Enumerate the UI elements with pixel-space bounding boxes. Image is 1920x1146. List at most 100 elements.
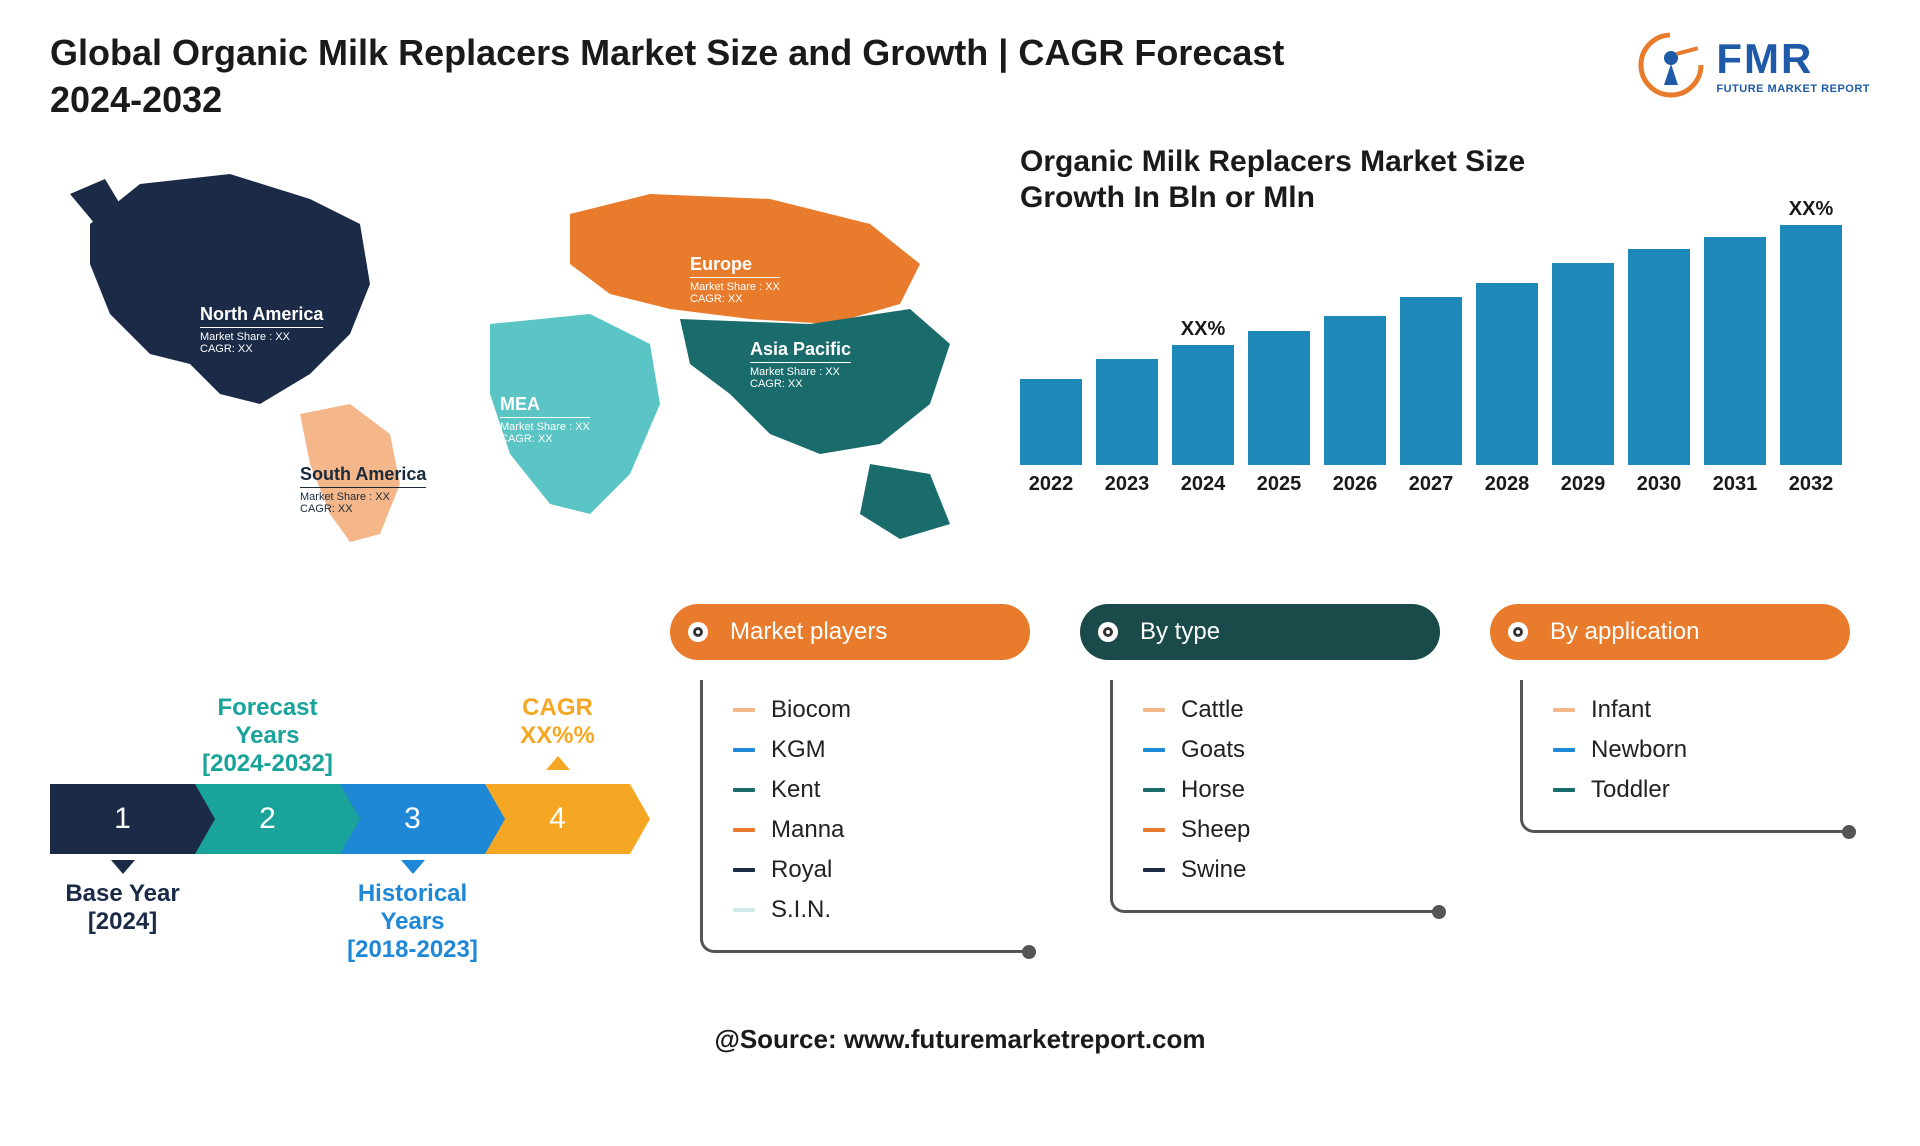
category-item: Biocom <box>733 690 1030 730</box>
category-item-label: Horse <box>1181 776 1245 804</box>
tick-icon <box>733 788 755 792</box>
bar-2022: 2022 <box>1020 379 1082 496</box>
category-item-label: Toddler <box>1591 776 1670 804</box>
bar-2031: 2031 <box>1704 237 1766 496</box>
category-by-application: By application Infant Newborn Toddler <box>1490 604 1850 953</box>
bar-year-label: 2031 <box>1713 473 1758 496</box>
category-item: KGM <box>733 730 1030 770</box>
timeline-seg-4: 4 <box>485 784 630 854</box>
bar-rect <box>1552 263 1614 465</box>
category-item: Horse <box>1143 770 1440 810</box>
bottom-section: Forecast Years[2024-2032] CAGRXX%% 1234 B… <box>50 604 1870 974</box>
category-item: Infant <box>1553 690 1850 730</box>
bullet-icon <box>1508 622 1528 642</box>
tick-icon <box>733 868 755 872</box>
bar-year-label: 2025 <box>1257 473 1302 496</box>
top-panels: North AmericaMarket Share : XXCAGR: XXSo… <box>50 144 1870 544</box>
bars-container: 2022 2023 XX% 2024 2025 2026 2027 2028 2029 2030 2… <box>1020 236 1870 496</box>
category-item-label: Cattle <box>1181 696 1244 724</box>
tick-icon <box>1143 868 1165 872</box>
timeline-seg-1: 1 <box>50 784 195 854</box>
category-item-label: Manna <box>771 816 844 844</box>
logo-sub: FUTURE MARKET REPORT <box>1716 83 1870 95</box>
bar-2023: 2023 <box>1096 359 1158 496</box>
bar-year-label: 2024 <box>1181 473 1226 496</box>
category-list: Infant Newborn Toddler <box>1520 680 1850 833</box>
bar-2026: 2026 <box>1324 316 1386 496</box>
timeline-seg-3: 3 <box>340 784 485 854</box>
chart-title: Organic Milk Replacers Market Size Growt… <box>1020 144 1550 216</box>
category-item: Goats <box>1143 730 1440 770</box>
category-list: Cattle Goats Horse Sheep Swine <box>1110 680 1440 913</box>
category-item: Toddler <box>1553 770 1850 810</box>
bar-rect <box>1020 379 1082 465</box>
bar-rect <box>1400 297 1462 465</box>
category-item-label: Swine <box>1181 856 1246 884</box>
timeline: Forecast Years[2024-2032]CAGRXX%% 1234 B… <box>50 604 630 974</box>
bar-rect <box>1324 316 1386 465</box>
region-label-north-america: North AmericaMarket Share : XXCAGR: XX <box>200 304 323 355</box>
bar-2027: 2027 <box>1400 297 1462 496</box>
timeline-label-cagr: CAGRXX%% <box>485 694 630 770</box>
tick-icon <box>1143 788 1165 792</box>
category-item: Manna <box>733 810 1030 850</box>
category-header-label: Market players <box>730 618 887 646</box>
category-item-label: Biocom <box>771 696 851 724</box>
bar-rect <box>1780 225 1842 465</box>
category-item-label: S.I.N. <box>771 896 831 924</box>
category-item-label: Sheep <box>1181 816 1250 844</box>
bar-2032: XX% 2032 <box>1780 198 1842 496</box>
tick-icon <box>733 708 755 712</box>
bar-year-label: 2027 <box>1409 473 1454 496</box>
bar-year-label: 2029 <box>1561 473 1606 496</box>
tick-icon <box>733 908 755 912</box>
bar-2024: XX% 2024 <box>1172 318 1234 496</box>
bar-rect <box>1476 283 1538 465</box>
region-label-mea: MEAMarket Share : XXCAGR: XX <box>500 394 590 445</box>
category-market-players: Market players Biocom KGM Kent Manna Royal S.I… <box>670 604 1030 953</box>
header: Global Organic Milk Replacers Market Siz… <box>50 30 1870 124</box>
bar-rect <box>1628 249 1690 465</box>
bar-rect <box>1096 359 1158 465</box>
world-map: North AmericaMarket Share : XXCAGR: XXSo… <box>50 144 970 544</box>
timeline-bar: 1234 <box>50 784 630 854</box>
category-header: Market players <box>670 604 1030 660</box>
tick-icon <box>1143 748 1165 752</box>
bar-2029: 2029 <box>1552 263 1614 496</box>
category-header: By application <box>1490 604 1850 660</box>
bullet-icon <box>1098 622 1118 642</box>
categories: Market players Biocom KGM Kent Manna Royal S.I… <box>670 604 1870 953</box>
timeline-seg-2: 2 <box>195 784 340 854</box>
category-item: Kent <box>733 770 1030 810</box>
category-item-label: Goats <box>1181 736 1245 764</box>
category-item: Newborn <box>1553 730 1850 770</box>
category-item: Royal <box>733 850 1030 890</box>
bar-2030: 2030 <box>1628 249 1690 496</box>
logo: FMR FUTURE MARKET REPORT <box>1636 30 1870 100</box>
tick-icon <box>1553 748 1575 752</box>
tick-icon <box>733 748 755 752</box>
category-item: S.I.N. <box>733 890 1030 930</box>
bar-rect <box>1172 345 1234 465</box>
bullet-icon <box>688 622 708 642</box>
category-by-type: By type Cattle Goats Horse Sheep Swine <box>1080 604 1440 953</box>
category-item-label: KGM <box>771 736 826 764</box>
region-label-europe: EuropeMarket Share : XXCAGR: XX <box>690 254 780 305</box>
bar-annotation: XX% <box>1181 318 1225 341</box>
bar-year-label: 2026 <box>1333 473 1378 496</box>
category-item: Swine <box>1143 850 1440 890</box>
category-item-label: Infant <box>1591 696 1651 724</box>
timeline-label-forecast: Forecast Years[2024-2032] <box>195 694 340 798</box>
bar-rect <box>1704 237 1766 465</box>
tick-icon <box>733 828 755 832</box>
tick-icon <box>1553 788 1575 792</box>
category-header-label: By type <box>1140 618 1220 646</box>
bar-year-label: 2022 <box>1029 473 1074 496</box>
bar-annotation: XX% <box>1789 198 1833 221</box>
bar-2028: 2028 <box>1476 283 1538 496</box>
category-header: By type <box>1080 604 1440 660</box>
bar-chart: Organic Milk Replacers Market Size Growt… <box>1000 144 1870 544</box>
bar-year-label: 2032 <box>1789 473 1834 496</box>
category-header-label: By application <box>1550 618 1699 646</box>
category-item: Sheep <box>1143 810 1440 850</box>
